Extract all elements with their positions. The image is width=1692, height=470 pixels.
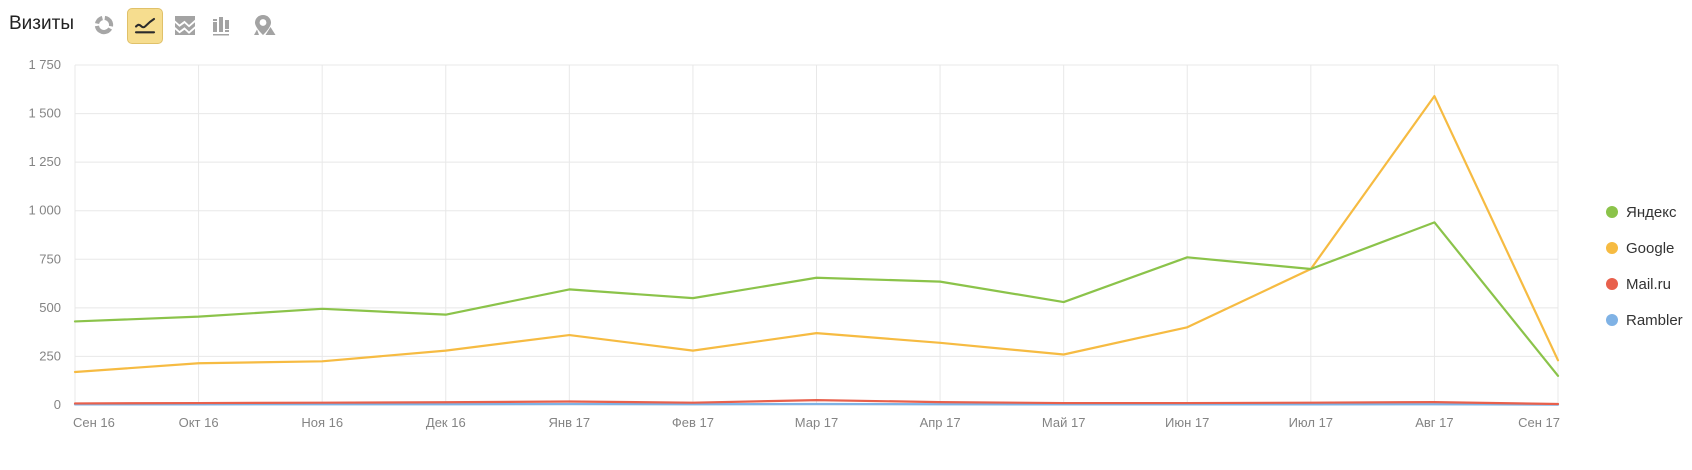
svg-text:Июл 17: Июл 17 (1289, 415, 1333, 430)
svg-text:Фев 17: Фев 17 (672, 415, 714, 430)
svg-text:750: 750 (39, 251, 61, 266)
svg-text:Апр 17: Апр 17 (920, 415, 961, 430)
svg-text:1 500: 1 500 (28, 106, 61, 121)
svg-text:Сен 16: Сен 16 (73, 415, 115, 430)
svg-text:500: 500 (39, 300, 61, 315)
svg-text:Июн 17: Июн 17 (1165, 415, 1209, 430)
svg-text:Окт 16: Окт 16 (179, 415, 219, 430)
svg-text:Rambler: Rambler (1626, 312, 1683, 329)
svg-text:Ноя 16: Ноя 16 (301, 415, 343, 430)
svg-text:Дек 16: Дек 16 (426, 415, 466, 430)
svg-text:Май 17: Май 17 (1042, 415, 1086, 430)
svg-text:Сен 17: Сен 17 (1518, 415, 1560, 430)
svg-text:1 000: 1 000 (28, 203, 61, 218)
svg-text:Mail.ru: Mail.ru (1626, 276, 1671, 293)
svg-text:1 250: 1 250 (28, 154, 61, 169)
svg-text:Мар 17: Мар 17 (795, 415, 839, 430)
svg-text:Янв 17: Янв 17 (549, 415, 591, 430)
svg-text:1 750: 1 750 (28, 57, 61, 72)
svg-text:0: 0 (54, 397, 61, 412)
svg-text:Авг 17: Авг 17 (1415, 415, 1453, 430)
svg-text:Яндекс: Яндекс (1626, 204, 1677, 221)
svg-text:250: 250 (39, 348, 61, 363)
svg-text:Google: Google (1626, 240, 1674, 257)
